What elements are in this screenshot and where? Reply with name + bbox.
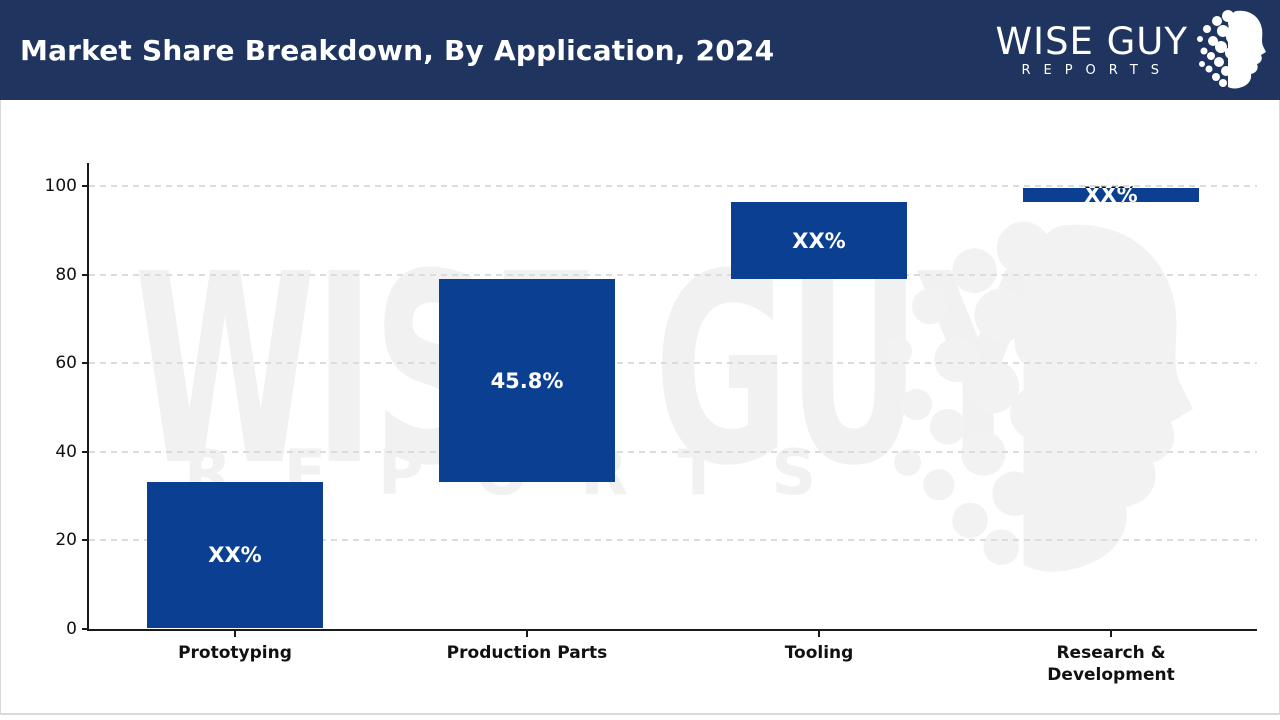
y-tick-mark-20 [82, 539, 89, 541]
y-axis-spine [87, 163, 89, 631]
y-tick-label-20: 20 [55, 530, 77, 550]
y-tick-mark-100 [82, 185, 89, 187]
logo-head-icon [1197, 10, 1266, 89]
x-tick-mark-research-development [1110, 628, 1112, 637]
bar-tooling: XX% [731, 201, 907, 280]
y-tick-mark-60 [82, 362, 89, 364]
y-tick-label-40: 40 [55, 441, 77, 462]
x-tick-mark-prototyping [234, 628, 236, 637]
x-tick-mark-tooling [818, 628, 820, 637]
x-axis-label-production-parts: Production Parts [446, 642, 608, 663]
bar-research-development: XX% [1023, 187, 1199, 202]
y-tick-mark-80 [82, 273, 89, 276]
logo-wordmark: WISE GUY [995, 19, 1188, 63]
y-tick-mark-40 [82, 450, 89, 453]
x-tick-mark-production-parts [526, 628, 528, 637]
x-axis-spine [87, 628, 1257, 631]
x-axis-label-research-development: Research & Development [1047, 642, 1175, 685]
gridline-40 [89, 450, 1257, 453]
gridline-60 [89, 362, 1257, 364]
bar-value-label-production-parts: 45.8% [490, 368, 564, 393]
y-tick-mark-0 [82, 627, 89, 630]
x-axis-label-tooling: Tooling [784, 642, 854, 663]
gridline-100 [89, 185, 1257, 187]
page-title: Market Share Breakdown, By Application, … [20, 33, 775, 67]
y-tick-label-0: 0 [66, 618, 77, 639]
y-tick-label-100: 100 [44, 176, 77, 196]
x-axis-label-prototyping: Prototyping [178, 642, 292, 663]
logo-text: WISE GUY REPORTS [996, 23, 1188, 78]
bar-value-label-prototyping: XX% [208, 543, 262, 568]
chart-figure: WISE GUY REPORTS 020406080100XX%XX%Proto… [0, 100, 1280, 715]
y-tick-label-80: 80 [55, 264, 77, 285]
y-tick-label-60: 60 [55, 353, 77, 373]
gridline-20 [89, 539, 1257, 541]
watermark-head-icon [885, 221, 1193, 572]
logo-subtext: REPORTS [1021, 62, 1173, 78]
logo: WISE GUY REPORTS [996, 9, 1266, 91]
bar-prototyping: XX% [147, 482, 323, 629]
bar-production-parts: 45.8% [439, 279, 615, 483]
bar-value-label-tooling: XX% [792, 228, 846, 253]
bar-value-label-research-development: XX% [1084, 187, 1138, 202]
header-bar: Market Share Breakdown, By Application, … [0, 0, 1280, 100]
gridline-80 [89, 273, 1257, 276]
